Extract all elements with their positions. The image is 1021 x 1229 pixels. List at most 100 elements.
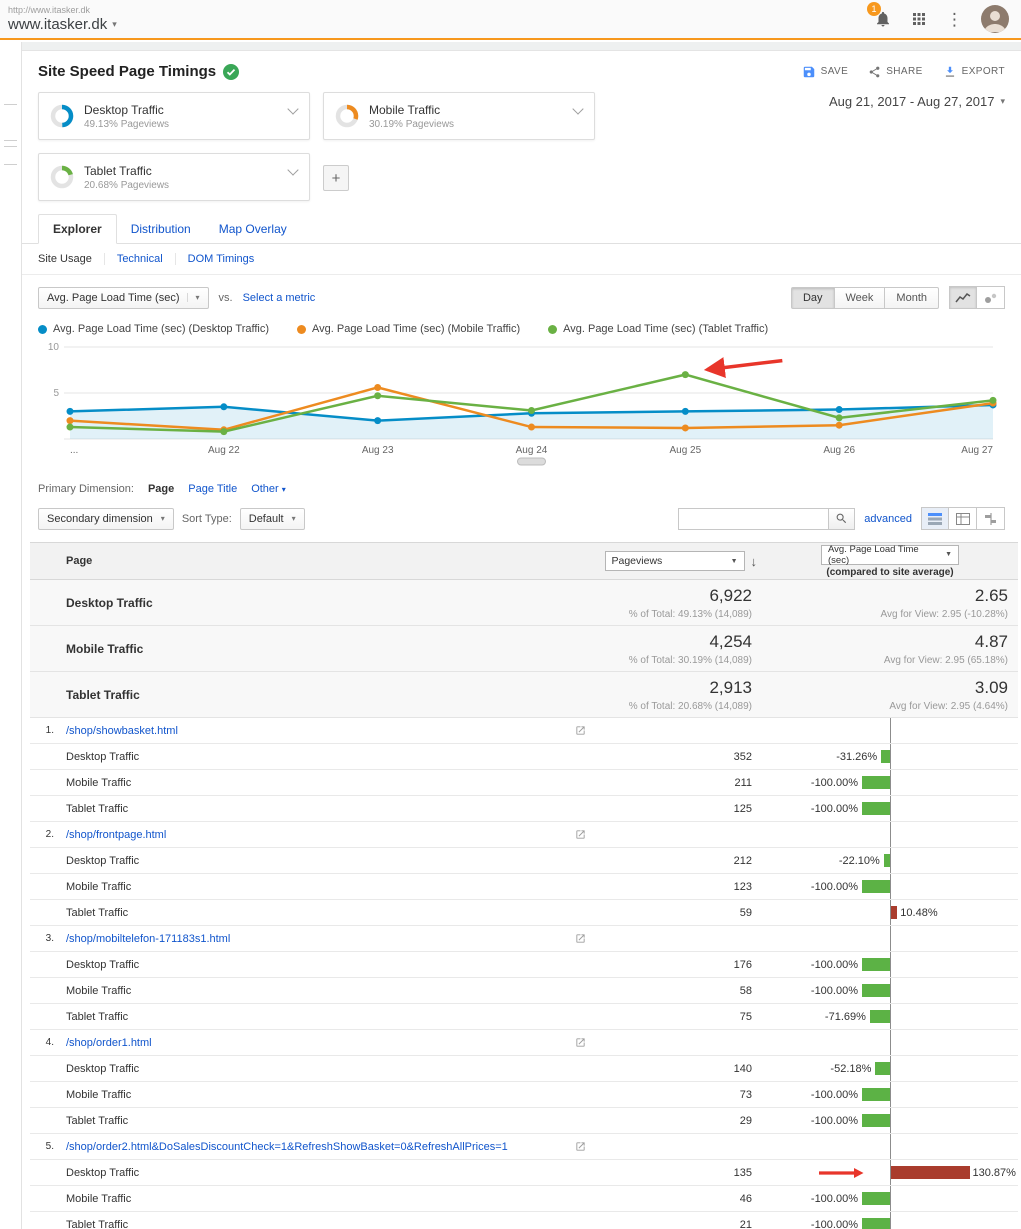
metric-percent: -71.69%	[824, 1010, 866, 1023]
open-page-button[interactable]	[575, 829, 586, 840]
sidebar-divider	[4, 104, 17, 105]
pageviews-column-selector[interactable]: Pageviews ▼	[604, 551, 745, 571]
page-link[interactable]: /shop/order2.html&DoSalesDiscountCheck=1…	[66, 1140, 508, 1153]
share-button[interactable]: SHARE	[868, 65, 922, 79]
metric-bar-negative	[862, 776, 890, 789]
metric-percent: -100.00%	[810, 1088, 858, 1101]
date-range-selector[interactable]: Aug 21, 2017 - Aug 27, 2017 ▾	[828, 94, 1005, 109]
row-number: 4.	[45, 1037, 54, 1048]
open-in-new-icon	[576, 1038, 585, 1047]
month-button[interactable]: Month	[885, 286, 939, 309]
summary-row: Mobile Traffic 4,254 % of Total: 30.19% (1…	[30, 626, 1018, 672]
svg-text:Aug 22: Aug 22	[208, 445, 240, 456]
primary-dimension-label: Primary Dimension:	[38, 483, 134, 495]
account-selector[interactable]: www.itasker.dk ▾	[8, 16, 117, 33]
segment-card-mobile[interactable]: Mobile Traffic 30.19% Pageviews	[323, 92, 595, 140]
metric-column-selector[interactable]: Avg. Page Load Time (sec) ▼	[821, 544, 959, 566]
segment-detail: 30.19% Pageviews	[369, 118, 455, 130]
bar-axis-line	[890, 744, 891, 769]
save-button[interactable]: SAVE	[802, 65, 849, 79]
timeseries-chart[interactable]: 5 10... Aug 22 Aug 23 Aug 24 Aug 25 Aug 26 Aug …	[38, 339, 1006, 471]
pageviews-value: 46	[739, 1192, 752, 1205]
search-button[interactable]	[828, 507, 856, 530]
comparison-view-button[interactable]	[977, 507, 1005, 530]
summary-row: Desktop Traffic 6,922 % of Total: 49.13% (…	[30, 580, 1018, 626]
metric-selector-dropdown[interactable]: Avg. Page Load Time (sec) ▾	[38, 286, 209, 309]
row-number: 1.	[45, 725, 54, 736]
chevron-down-icon[interactable]	[287, 164, 299, 176]
open-page-button[interactable]	[575, 1141, 586, 1152]
page-link[interactable]: /shop/mobiltelefon-171183s1.html	[66, 932, 231, 945]
sidebar-divider	[4, 146, 17, 147]
add-segment-button[interactable]: +	[323, 165, 349, 191]
metric-bar-negative	[862, 1192, 890, 1205]
secondary-dimension-button[interactable]: Secondary dimension ▾	[38, 507, 174, 530]
bar-axis-line	[890, 718, 891, 743]
chevron-down-icon: ▾	[1000, 96, 1005, 106]
vs-label: vs.	[218, 291, 233, 304]
report-table-body: Desktop Traffic 6,922 % of Total: 49.13% (…	[30, 580, 1018, 1229]
column-header-page[interactable]: Page	[66, 555, 93, 567]
notifications-button[interactable]: 1	[867, 2, 892, 29]
pivot-view-button[interactable]	[949, 507, 977, 530]
open-page-button[interactable]	[575, 933, 586, 944]
segment-row: Tablet Traffic 125 -100.00%	[30, 796, 1018, 822]
subtab-dom-timings[interactable]: DOM Timings	[187, 253, 255, 265]
page-row: 5. /shop/order2.html&DoSalesDiscountCheck…	[30, 1134, 1018, 1160]
apps-grid-button[interactable]	[910, 10, 928, 28]
select-metric-link[interactable]: Select a metric	[242, 291, 316, 304]
open-page-button[interactable]	[575, 725, 586, 736]
table-view-button[interactable]	[921, 507, 949, 530]
more-menu-button[interactable]: ⋮	[946, 9, 963, 29]
dimension-other[interactable]: Other ▾	[251, 483, 286, 495]
motion-chart-icon	[984, 293, 996, 303]
chevron-down-icon: ▾	[160, 514, 165, 523]
summary-row: Tablet Traffic 2,913 % of Total: 20.68% (1…	[30, 672, 1018, 718]
avatar[interactable]	[981, 5, 1009, 33]
segment-row: Desktop Traffic 176 -100.00%	[30, 952, 1018, 978]
summary-pageviews-sub: % of Total: 20.68% (14,089)	[628, 700, 752, 712]
line-chart-icon	[955, 292, 971, 302]
summary-metric: 2.65	[974, 585, 1008, 605]
table-header-row: Page Pageviews ▼ ↓ Avg. Page Load Time (…	[30, 542, 1018, 580]
line-chart-mode-button[interactable]	[949, 286, 977, 309]
export-button[interactable]: EXPORT	[943, 65, 1005, 79]
segment-card-desktop[interactable]: Desktop Traffic 49.13% Pageviews	[38, 92, 310, 140]
segment-row: Tablet Traffic 59 10.48%	[30, 900, 1018, 926]
segment-name: Tablet Traffic	[66, 802, 129, 815]
sort-direction-icon[interactable]: ↓	[750, 553, 758, 569]
chevron-down-icon: ▾	[281, 485, 286, 494]
page-link[interactable]: /shop/frontpage.html	[66, 828, 167, 841]
week-button[interactable]: Week	[834, 286, 886, 309]
page-link[interactable]: /shop/showbasket.html	[66, 724, 178, 737]
subtab-site-usage[interactable]: Site Usage	[38, 253, 105, 265]
chevron-down-icon[interactable]	[572, 103, 584, 115]
bar-axis-line	[890, 770, 891, 795]
svg-text:Aug 24: Aug 24	[516, 445, 548, 456]
tab-distribution[interactable]: Distribution	[130, 222, 191, 236]
sort-type-selector[interactable]: Default ▾	[239, 507, 305, 530]
metric-bar-positive	[891, 906, 898, 919]
metric-bar-negative	[883, 854, 890, 867]
page-link[interactable]: /shop/order1.html	[66, 1036, 152, 1049]
summary-segment-name: Mobile Traffic	[66, 641, 144, 656]
collapsed-sidebar[interactable]	[0, 42, 22, 1229]
chevron-down-icon[interactable]	[287, 103, 299, 115]
tab-explorer[interactable]: Explorer	[38, 214, 117, 244]
dimension-page[interactable]: Page	[147, 483, 175, 495]
segment-card-tablet[interactable]: Tablet Traffic 20.68% Pageviews	[38, 153, 310, 201]
svg-text:Aug 26: Aug 26	[823, 445, 855, 456]
advanced-search-link[interactable]: advanced	[864, 512, 912, 525]
open-page-button[interactable]	[575, 1037, 586, 1048]
dropdown-caret-icon: ▼	[730, 557, 738, 565]
motion-chart-mode-button[interactable]	[977, 286, 1005, 309]
day-button[interactable]: Day	[790, 286, 835, 309]
subtab-technical[interactable]: Technical	[105, 253, 176, 265]
segment-name: Tablet Traffic	[84, 163, 152, 178]
dimension-page-title[interactable]: Page Title	[188, 483, 238, 495]
segment-row: Desktop Traffic 352 -31.26%	[30, 744, 1018, 770]
summary-metric-sub: Avg for View: 2.95 (4.64%)	[889, 700, 1008, 712]
tab-map-overlay[interactable]: Map Overlay	[218, 222, 287, 236]
notification-badge: 1	[867, 2, 881, 16]
table-search-input[interactable]	[678, 507, 829, 530]
